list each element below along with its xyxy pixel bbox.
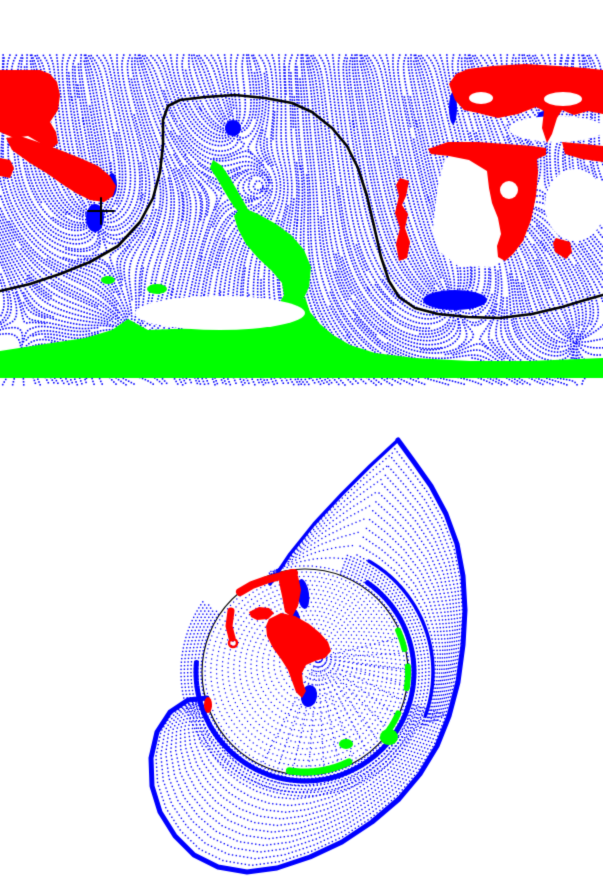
- vector-field-figure: [0, 0, 603, 879]
- streamline-figure-canvas: [0, 0, 603, 879]
